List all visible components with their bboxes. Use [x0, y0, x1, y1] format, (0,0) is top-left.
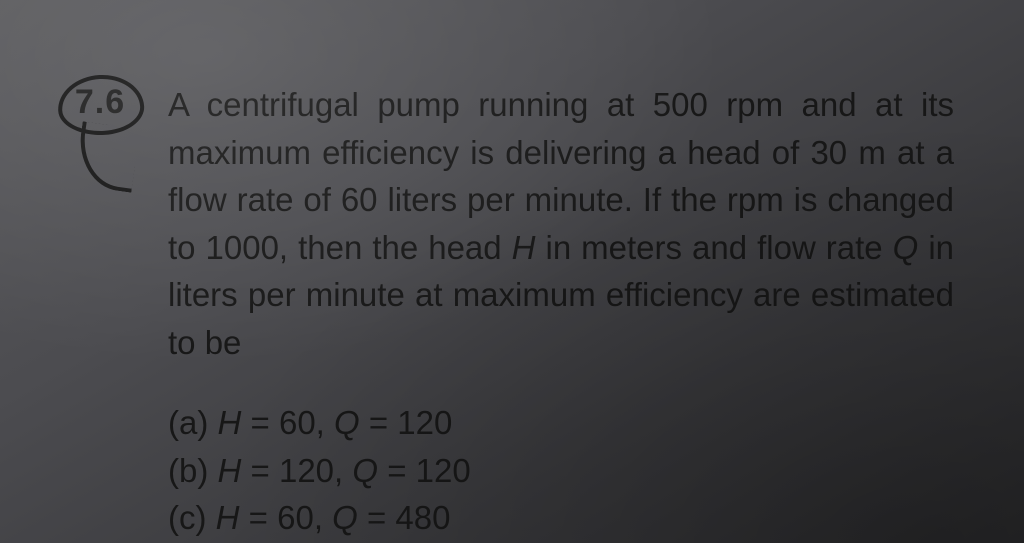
- option-c: (c) H = 60, Q = 480: [168, 494, 954, 542]
- variable-h: H: [218, 452, 242, 489]
- question-block: 7.6 A centrifugal pump running at 500 rp…: [50, 81, 954, 543]
- variable-h: H: [216, 499, 240, 536]
- option-fragment: = 120,: [241, 452, 352, 489]
- variable-q: Q: [332, 499, 358, 536]
- option-text: H = 120, Q = 120: [218, 452, 471, 489]
- option-label: (a): [168, 404, 208, 441]
- page: 7.6 A centrifugal pump running at 500 rp…: [10, 18, 1014, 543]
- question-number-annotation: 7.6: [44, 69, 164, 189]
- variable-h: H: [512, 229, 536, 266]
- question-stem: A centrifugal pump running at 500 rpm an…: [168, 81, 954, 366]
- variable-h: H: [218, 404, 242, 441]
- option-text: H = 60, Q = 120: [218, 404, 453, 441]
- option-fragment: = 120: [360, 404, 453, 441]
- stem-text: in meters and flow rate: [535, 229, 892, 266]
- variable-q: Q: [352, 452, 378, 489]
- option-fragment: = 120: [378, 452, 471, 489]
- option-label: (c): [168, 499, 206, 536]
- option-a: (a) H = 60, Q = 120: [168, 399, 954, 447]
- option-b: (b) H = 120, Q = 120: [168, 447, 954, 495]
- variable-q: Q: [334, 404, 360, 441]
- tail-annotation-icon: [74, 121, 140, 192]
- option-fragment: = 60,: [240, 499, 333, 536]
- option-fragment: = 60,: [241, 404, 334, 441]
- options-list: (a) H = 60, Q = 120 (b) H = 120, Q = 120…: [168, 399, 954, 543]
- variable-q: Q: [893, 229, 919, 266]
- option-text: H = 60, Q = 480: [216, 499, 451, 536]
- question-number: 7.6: [44, 83, 156, 122]
- option-label: (b): [168, 452, 208, 489]
- option-fragment: = 480: [358, 499, 451, 536]
